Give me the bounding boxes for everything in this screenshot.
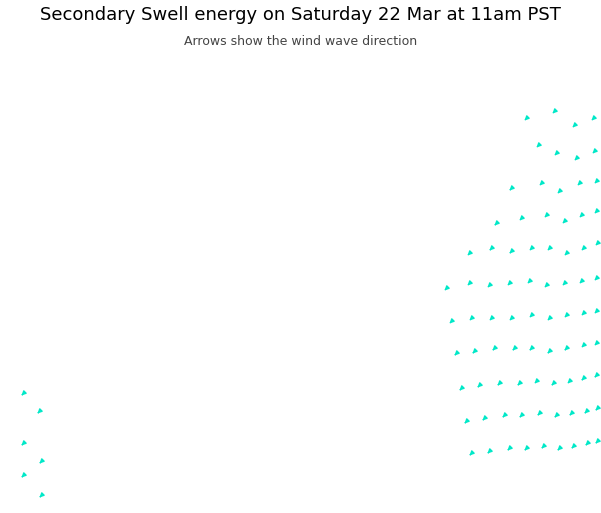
Text: Arrows show the wind wave direction: Arrows show the wind wave direction: [184, 35, 417, 48]
Text: Secondary Swell energy on Saturday 22 Mar at 11am PST: Secondary Swell energy on Saturday 22 Ma…: [40, 6, 561, 25]
